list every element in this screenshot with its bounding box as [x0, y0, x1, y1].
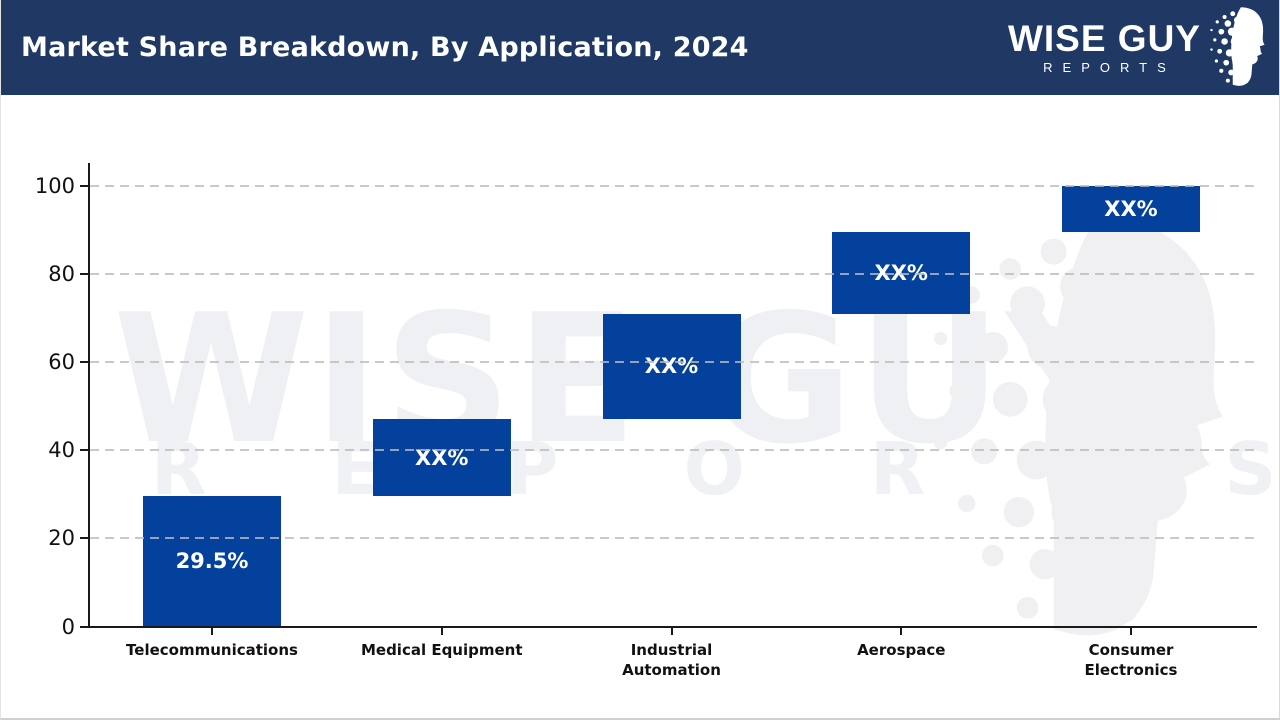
y-tick-mark	[80, 184, 88, 187]
y-tick-label: 0	[61, 614, 75, 639]
x-category-label: Aerospace	[857, 641, 946, 659]
y-axis-line	[88, 163, 90, 628]
bar	[1062, 185, 1200, 232]
x-tick	[1130, 628, 1132, 635]
bar-value-label: XX%	[874, 260, 928, 285]
x-category-label: Consumer Electronics	[1084, 641, 1178, 680]
gridline	[90, 537, 1257, 540]
gridline	[90, 184, 1257, 187]
header: Market Share Breakdown, By Application, …	[1, 0, 1279, 95]
y-tick-mark	[80, 361, 88, 364]
logo-face-icon	[1210, 6, 1265, 86]
y-tick-label: 40	[48, 438, 75, 463]
y-tick-label: 100	[34, 173, 75, 198]
logo-text: WISE GUY REPORTS	[1008, 20, 1201, 75]
x-axis-line	[88, 626, 1257, 628]
bar-value-label: XX%	[1104, 196, 1158, 221]
y-tick-label: 80	[48, 261, 75, 286]
bar	[602, 313, 741, 420]
x-category-label: Industrial Automation	[622, 641, 721, 680]
y-tick-mark	[80, 449, 88, 452]
gridline	[90, 449, 1257, 452]
x-tick	[211, 628, 213, 635]
logo-reports-text: REPORTS	[1043, 60, 1176, 75]
y-tick-mark	[80, 537, 88, 540]
page-title: Market Share Breakdown, By Application, …	[21, 32, 749, 63]
chart-area: WISE GUY R E P O R T S 29.5% Telecommunic…	[1, 95, 1279, 718]
y-tick-mark	[80, 272, 88, 275]
bar-value-label: 29.5%	[175, 549, 249, 574]
x-category-label: Medical Equipment	[360, 641, 523, 659]
wise-guy-logo: WISE GUY REPORTS	[1008, 6, 1267, 90]
bar-value-label: XX%	[644, 354, 699, 379]
bar	[372, 419, 511, 497]
gridline	[90, 272, 1257, 275]
y-tick-mark	[80, 625, 88, 628]
gridline	[90, 361, 1257, 364]
logo-wiseguy-text: WISE GUY	[1007, 18, 1201, 59]
plot-area: 29.5% Telecommunications XX% Medical Equipm…	[1, 95, 1279, 718]
x-tick	[670, 628, 673, 635]
bar-value-label: XX%	[415, 445, 469, 470]
x-tick	[440, 628, 443, 635]
bar	[832, 231, 971, 314]
bar	[143, 496, 281, 627]
x-tick	[900, 628, 903, 635]
y-tick-label: 20	[48, 526, 75, 551]
y-tick-label: 60	[48, 350, 75, 375]
x-category-label: Telecommunications	[126, 641, 298, 659]
